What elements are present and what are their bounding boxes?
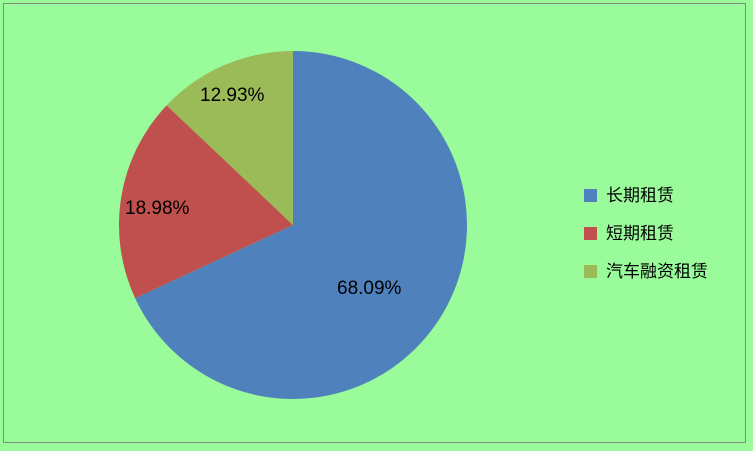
legend-swatch-short-term-lease [584,226,597,240]
pie-slice [166,51,293,225]
legend-item-long-term-lease: 长期租赁 [584,176,744,214]
legend-swatch-long-term-lease [584,188,597,202]
legend-label-long-term-lease: 长期租赁 [606,185,674,205]
pie-graphic [119,51,467,399]
pie-slice [119,105,293,299]
legend-swatch-auto-finance-lease [584,264,597,278]
chart-legend: 长期租赁 短期租赁 汽车融资租赁 [584,176,744,290]
legend-item-auto-finance-lease: 汽车融资租赁 [584,252,744,290]
legend-label-auto-finance-lease: 汽车融资租赁 [606,261,708,281]
legend-item-short-term-lease: 短期租赁 [584,214,744,252]
pie-slice [135,51,467,399]
pie-label-long-term-lease: 68.09% [337,278,402,299]
pie-label-short-term-lease: 18.98% [125,198,190,219]
legend-label-short-term-lease: 短期租赁 [606,223,674,243]
pie-label-auto-finance-lease: 12.93% [200,85,265,106]
